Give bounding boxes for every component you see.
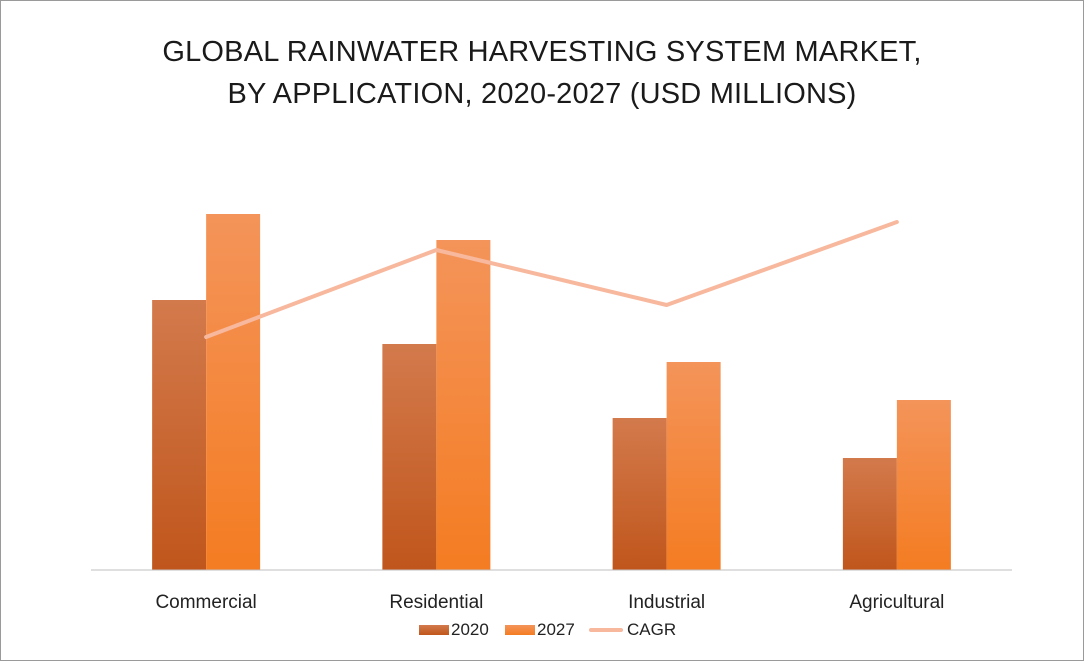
legend-label-2027: 2027 (537, 620, 575, 639)
legend: 2020 2027 CAGR (419, 620, 676, 639)
chart-title: GLOBAL RAINWATER HARVESTING SYSTEM MARKE… (1, 31, 1083, 115)
bar-2020-agricultural (842, 458, 897, 570)
bar-2027-commercial (206, 214, 261, 570)
x-tick-label-agricultural: Agricultural (849, 592, 944, 613)
bar-2020-industrial (612, 418, 667, 570)
legend-swatch-2027 (505, 625, 535, 635)
legend-label-cagr: CAGR (627, 620, 676, 639)
line-cagr (204, 220, 899, 339)
bar-2020-residential (382, 344, 437, 570)
bar-2027-industrial (666, 362, 721, 570)
x-tick-label-industrial: Industrial (628, 592, 705, 613)
legend-label-2020: 2020 (451, 620, 489, 639)
x-axis-ticks: Commercial Residential Industrial Agricultu… (155, 592, 944, 613)
x-tick-label-residential: Residential (389, 592, 483, 613)
bar-2027-agricultural (896, 400, 951, 570)
line-layer (204, 220, 899, 339)
legend-swatch-2020 (419, 625, 449, 635)
bars-layer (152, 214, 951, 570)
bar-2027-residential (436, 240, 491, 570)
bar-2020-commercial (152, 300, 207, 570)
chart-title-line-2: BY APPLICATION, 2020-2027 (USD MILLIONS) (227, 78, 857, 110)
x-tick-label-commercial: Commercial (155, 592, 256, 613)
chart-title-line-1: GLOBAL RAINWATER HARVESTING SYSTEM MARKE… (162, 36, 922, 68)
